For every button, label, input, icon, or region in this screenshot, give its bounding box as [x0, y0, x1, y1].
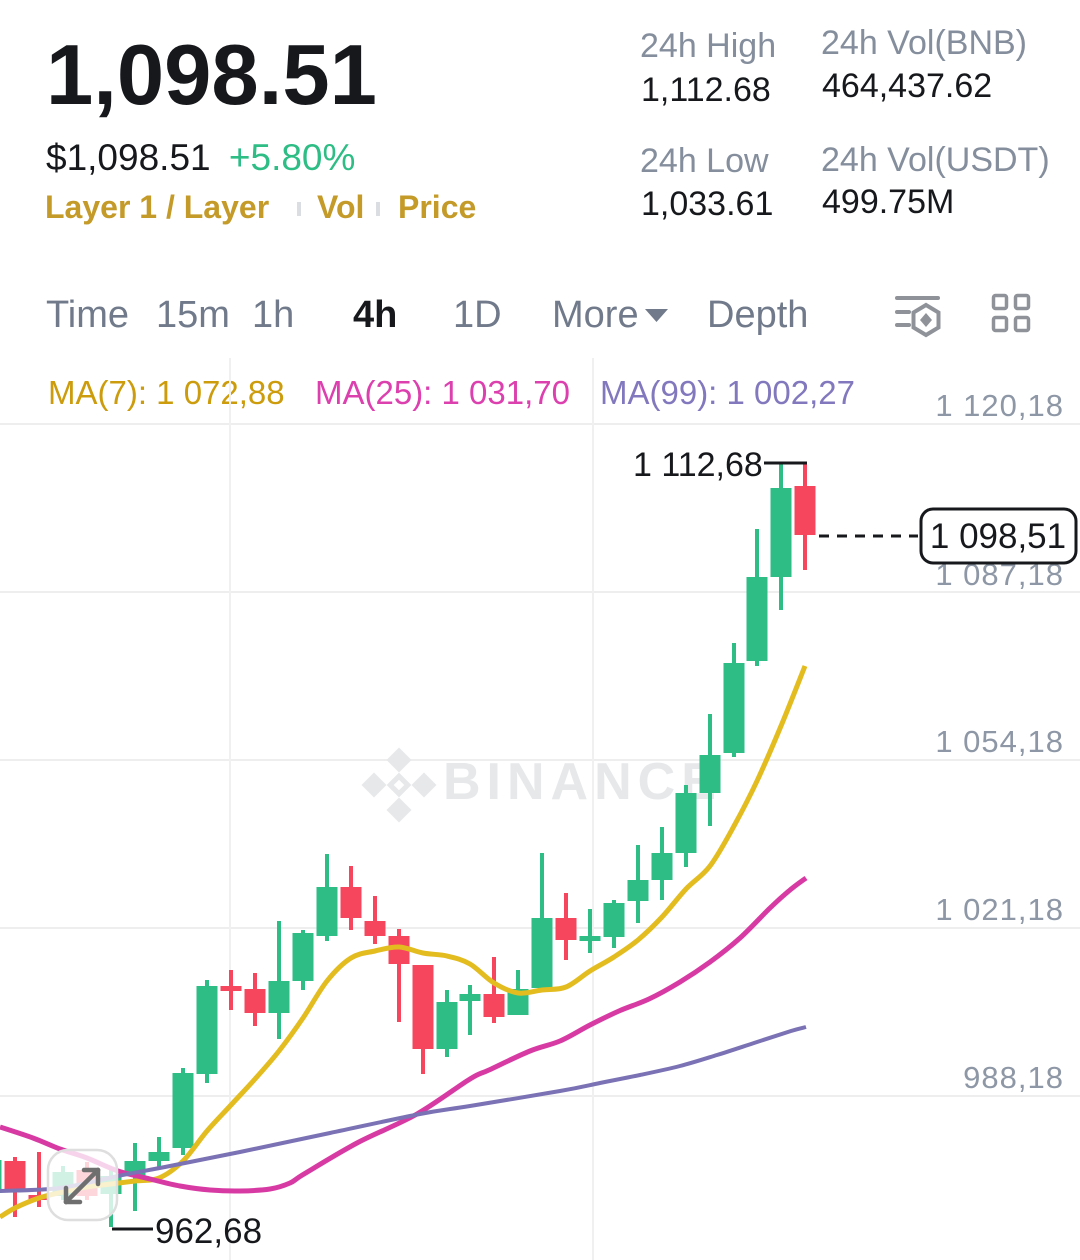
svg-text:988,18: 988,18 — [963, 1060, 1064, 1095]
svg-text:962,68: 962,68 — [155, 1212, 262, 1251]
svg-text:1 120,18: 1 120,18 — [935, 388, 1064, 423]
svg-text:1 098,51: 1 098,51 — [930, 517, 1066, 556]
svg-text:1 112,68: 1 112,68 — [633, 446, 763, 484]
svg-text:1 054,18: 1 054,18 — [935, 724, 1064, 759]
svg-text:BINANCE: BINANCE — [443, 753, 722, 811]
svg-text:1 021,18: 1 021,18 — [935, 892, 1064, 927]
